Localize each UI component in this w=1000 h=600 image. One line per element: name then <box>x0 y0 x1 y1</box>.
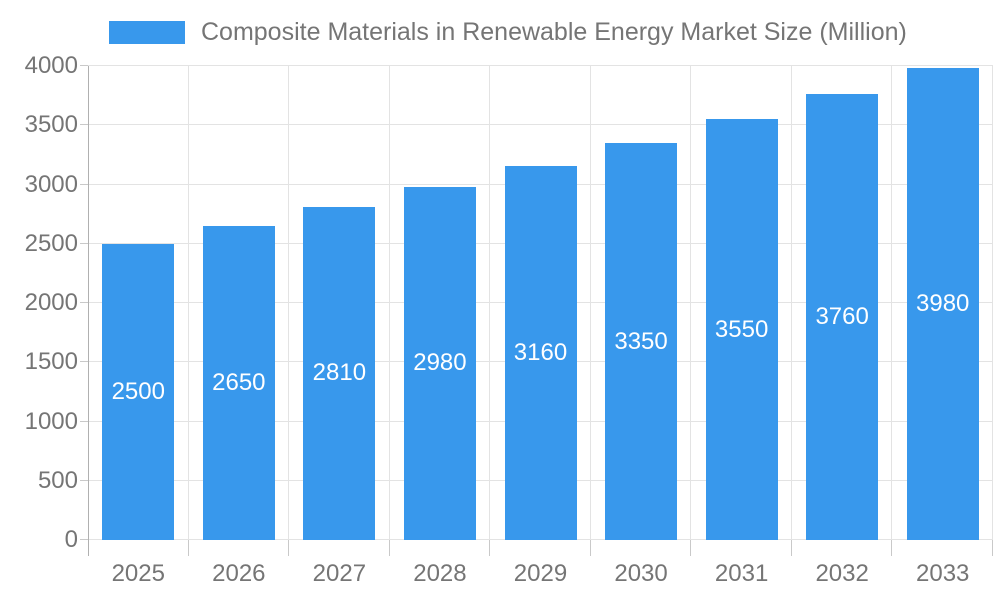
bar-value-label: 3980 <box>916 290 970 318</box>
bar-value-label: 3550 <box>714 315 769 343</box>
x-tick <box>790 540 792 556</box>
bar-value-label: 3160 <box>513 338 568 366</box>
y-tick-label: 500 <box>37 466 78 494</box>
bar-value-label: 3350 <box>614 327 668 355</box>
x-tick <box>187 540 189 556</box>
x-tick-label: 2031 <box>714 560 769 587</box>
bar[interactable]: 3760 <box>806 94 879 540</box>
y-axis-line <box>88 66 89 556</box>
x-tick <box>489 540 491 556</box>
x-tick-label: 2030 <box>614 560 668 587</box>
bar[interactable]: 2650 <box>202 225 275 540</box>
y-tick <box>80 242 88 244</box>
y-tick-label: 3000 <box>24 170 78 198</box>
x-tick <box>288 540 290 556</box>
bar[interactable]: 3160 <box>504 165 577 540</box>
x-tick-label: 2028 <box>413 560 467 587</box>
x-gridline <box>489 66 491 540</box>
bar[interactable]: 3350 <box>605 143 678 540</box>
x-gridline <box>690 66 692 540</box>
x-tick <box>589 540 591 556</box>
legend-swatch-icon <box>109 21 185 44</box>
x-tick <box>388 540 390 556</box>
y-tick-label: 3500 <box>24 111 78 139</box>
x-tick-label: 2027 <box>312 560 367 587</box>
bar[interactable]: 2810 <box>303 207 376 540</box>
y-tick-label: 4000 <box>24 52 78 79</box>
y-tick <box>80 479 88 481</box>
y-gridline <box>88 124 993 126</box>
y-tick <box>80 65 88 66</box>
bar[interactable]: 2980 <box>403 186 476 540</box>
x-gridline <box>790 66 792 540</box>
y-tick-label: 2000 <box>24 289 78 316</box>
x-tick <box>891 540 893 556</box>
bar-value-label: 2500 <box>111 377 165 405</box>
x-tick <box>992 540 993 556</box>
bar-value-label: 2810 <box>312 359 367 387</box>
bar[interactable]: 2500 <box>102 243 175 540</box>
x-tick-label: 2026 <box>212 560 266 587</box>
y-tick <box>80 302 88 303</box>
y-tick-label: 0 <box>64 526 78 553</box>
bar-value-label: 2980 <box>413 349 467 377</box>
y-tick <box>80 420 88 422</box>
x-tick-label: 2029 <box>513 560 568 587</box>
y-tick <box>80 183 88 185</box>
bar-value-label: 2650 <box>212 368 266 396</box>
bar-value-label: 3760 <box>815 303 869 331</box>
y-tick-label: 1000 <box>24 407 78 435</box>
y-tick-label: 1500 <box>24 348 78 376</box>
y-tick <box>80 124 88 126</box>
x-tick-label: 2032 <box>815 560 869 587</box>
bar[interactable]: 3550 <box>705 119 778 540</box>
x-tick <box>690 540 692 556</box>
x-gridline <box>288 66 290 540</box>
y-tick <box>80 539 88 540</box>
y-tick <box>80 361 88 363</box>
legend-item[interactable]: Composite Materials in Renewable Energy … <box>109 18 907 47</box>
x-gridline <box>992 66 993 540</box>
x-gridline <box>187 66 189 540</box>
y-gridline <box>88 65 993 66</box>
bar[interactable]: 3980 <box>906 68 979 540</box>
x-gridline <box>589 66 591 540</box>
x-gridline <box>891 66 893 540</box>
x-gridline <box>388 66 390 540</box>
y-tick-label: 2500 <box>24 229 78 257</box>
x-tick-label: 2033 <box>916 560 970 587</box>
legend-label: Composite Materials in Renewable Energy … <box>201 18 907 46</box>
x-tick-label: 2025 <box>111 560 165 587</box>
